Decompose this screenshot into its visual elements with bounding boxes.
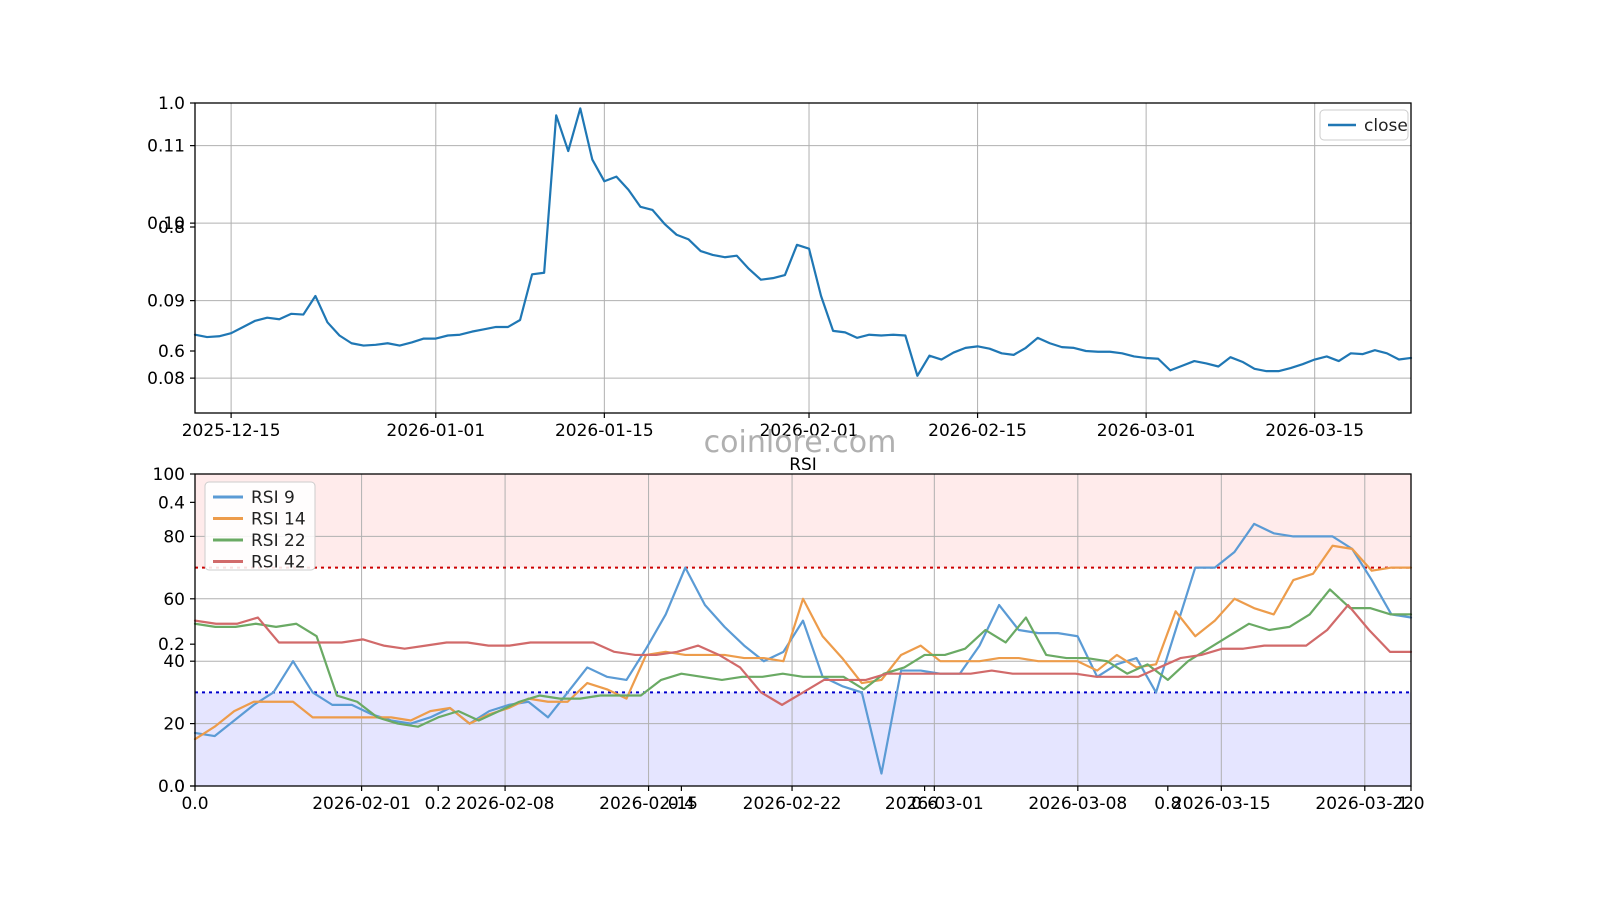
rsi-secondary-x-tick: 0.6 [911,794,938,814]
rsi-secondary-x-tick: 0.0 [181,794,208,814]
legend-label-rsi-42: RSI 42 [251,553,306,573]
rsi-x-tick: 2026-02-15 [599,794,698,814]
price-x-tick-labels: 2025-12-15 2026-01-01 2026-01-15 2026-02-01… [182,413,1364,441]
price-gridlines [195,103,1411,413]
price-y-tick: 0.10 [147,214,185,234]
rsi-secondary-x-tick: 1.0 [1397,794,1424,814]
legend-label-rsi-14: RSI 14 [251,510,306,530]
rsi-line-rsi-22 [193,588,1413,728]
rsi-threshold-bands [195,474,1411,786]
price-plot-background [195,103,1411,413]
rsi-line-rsi-9 [193,522,1413,775]
price-x-tick: 2026-01-15 [555,421,654,441]
legend-label-close: close [1364,116,1408,136]
rsi-y-tick: 20 [163,715,185,735]
rsi-line-rsi-42 [193,603,1413,706]
rsi-x-tick: 2026-02-22 [743,794,842,814]
price-chart-panel: 0.080.090.100.11 0.60.81.0 2025-12-15 202… [147,94,1413,441]
legend-label-rsi-9: RSI 9 [251,488,295,508]
rsi-series-group [193,522,1413,775]
price-series-group [193,107,1413,377]
rsi-secondary-y-tick-labels: 0.0 0.2 0.4 [158,493,195,797]
rsi-x-tick-labels: 2026-02-01 2026-02-08 2026-02-15 2026-02-22… [312,786,1414,814]
rsi-x-tick: 2026-02-08 [456,794,555,814]
price-x-tick: 2026-03-01 [1097,421,1196,441]
price-secondary-y-tick: 0.6 [158,342,185,362]
price-y-tick-labels: 0.08 0.09 0.10 0.11 [147,137,195,389]
price-legend[interactable]: close [1319,109,1409,141]
rsi-y-tick: 80 [163,527,185,547]
price-y-tick: 0.11 [147,137,185,157]
price-secondary-y-tick-labels: 0.6 0.8 1.0 [158,94,195,362]
price-x-tick: 2026-02-15 [928,421,1027,441]
rsi-y-tick: 40 [163,652,185,672]
legend-label-rsi-22: RSI 22 [251,531,306,551]
price-axes-frame [194,102,1412,414]
price-secondary-y-tick: 0.8 [158,218,185,238]
rsi-x-tick: 2026-03-22 [1315,794,1414,814]
price-secondary-y-tick: 1.0 [158,94,185,114]
price-x-tick: 2026-01-01 [386,421,485,441]
rsi-secondary-x-tick: 0.2 [425,794,452,814]
rsi-y-tick: 100 [153,465,185,485]
rsi-x-tick: 2026-03-08 [1028,794,1127,814]
rsi-panel-title: RSI [789,455,817,475]
price-x-tick: 2026-02-01 [760,421,859,441]
rsi-secondary-y-tick: 0.4 [158,493,185,513]
rsi-y-tick: 0 [174,777,185,797]
rsi-secondary-x-tick: 0.8 [1154,794,1181,814]
price-y-tick: 0.09 [147,292,185,312]
rsi-axes-frame [194,473,1412,787]
price-line-close [193,107,1413,377]
rsi-x-tick: 2026-03-15 [1172,794,1271,814]
overbought-band [195,474,1411,568]
price-x-tick: 2025-12-15 [182,421,281,441]
rsi-x-tick: 2026-03-01 [885,794,984,814]
rsi-y-tick-labels: 0 20 40 60 80 100 [153,465,195,797]
rsi-x-tick: 2026-02-01 [312,794,411,814]
price-x-tick: 2026-03-15 [1265,421,1364,441]
price-y-tick: 0.08 [147,369,185,389]
rsi-secondary-y-tick: 0.0 [158,777,185,797]
watermark-label: coinlore.com [704,425,897,460]
oversold-band [195,692,1411,786]
rsi-secondary-x-tick: 0.4 [668,794,695,814]
rsi-secondary-y-tick: 0.2 [158,635,185,655]
rsi-plot-background [195,474,1411,786]
rsi-y-tick: 60 [163,590,185,610]
rsi-secondary-x-tick-labels: 0.0 0.2 0.4 0.6 0.8 1.0 [181,786,1425,814]
rsi-line-rsi-14 [193,544,1413,741]
